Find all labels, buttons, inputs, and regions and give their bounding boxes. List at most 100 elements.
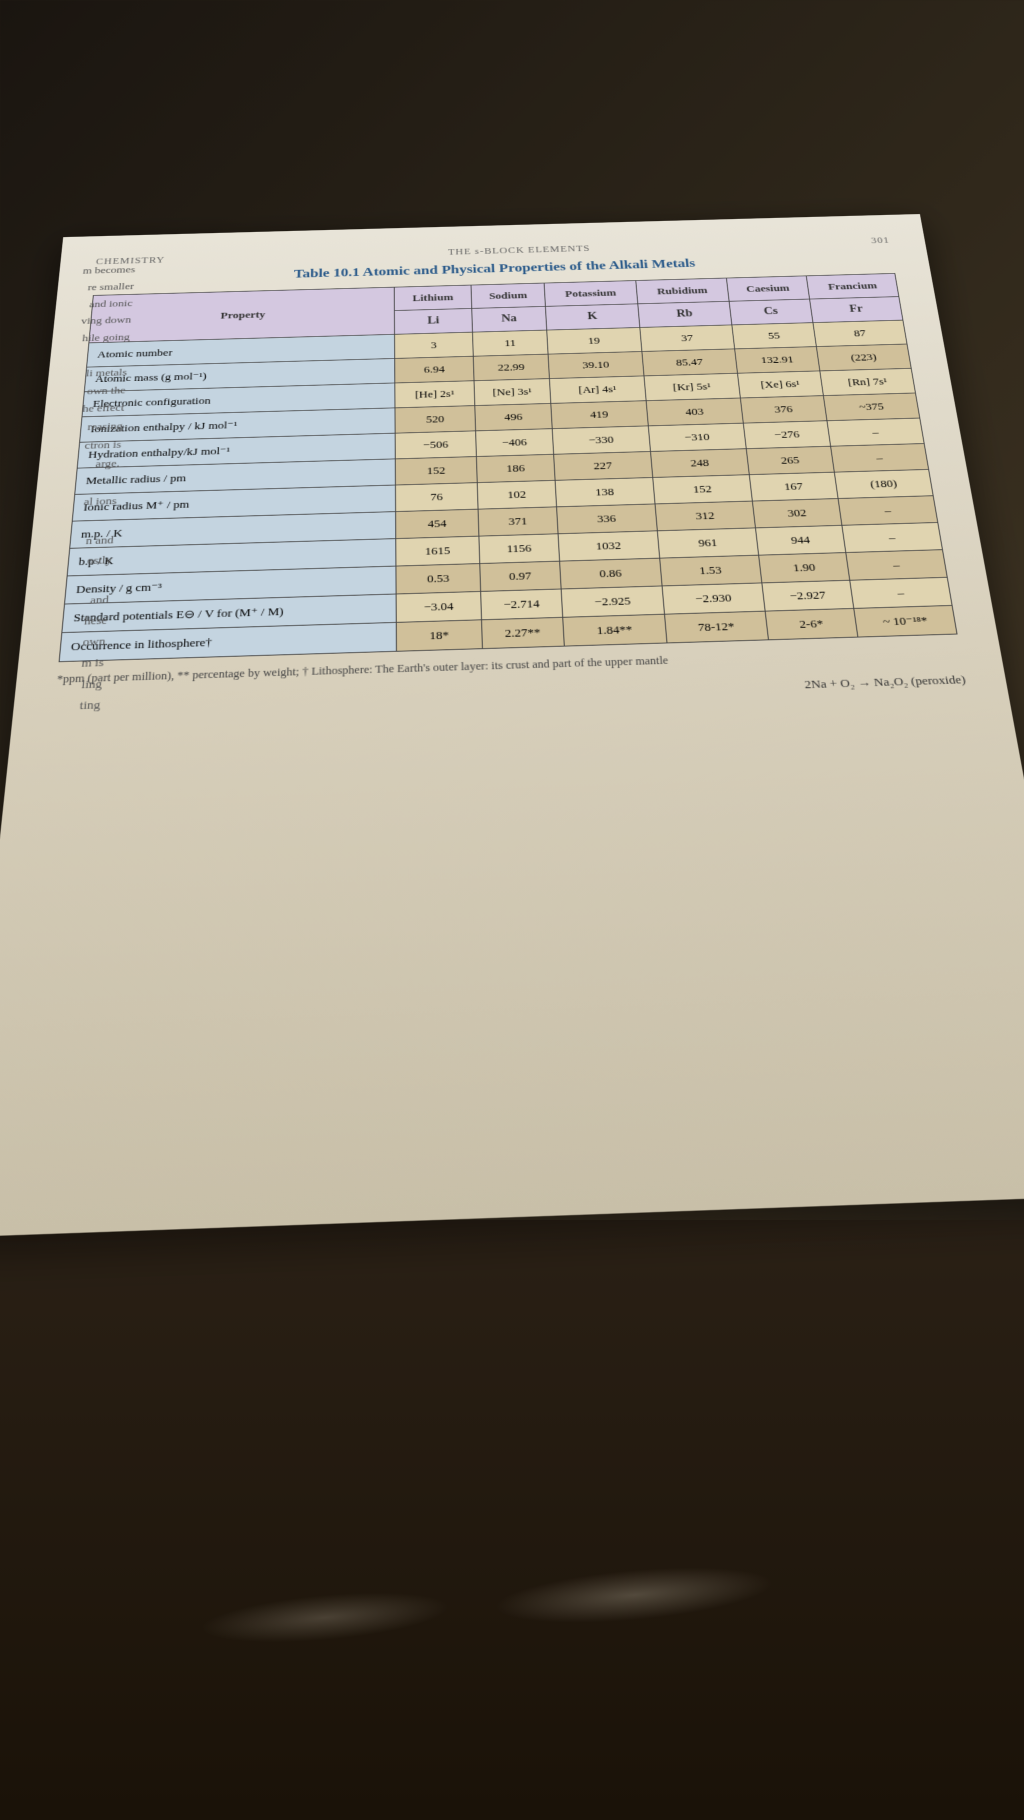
column-symbol: Na (472, 306, 547, 332)
property-value: 1.90 (759, 553, 850, 583)
property-value: 312 (655, 501, 755, 531)
property-value: 2.27** (482, 617, 565, 648)
margin-note-line: hese (7, 612, 108, 633)
property-value: – (842, 522, 942, 552)
property-value: 76 (395, 483, 478, 512)
margin-note-line: re smaller (44, 279, 135, 296)
property-value: [He] 2s¹ (395, 381, 475, 408)
property-value: 78-12* (664, 611, 768, 643)
property-value: 1.53 (660, 555, 762, 586)
margin-note-line: ving down (40, 313, 132, 330)
property-value: 336 (556, 504, 657, 534)
property-value: 0.97 (480, 561, 561, 591)
property-value: 302 (752, 499, 842, 528)
property-value: ~ 10⁻¹⁸* (854, 605, 957, 637)
property-value: −310 (648, 423, 746, 451)
column-symbol: Fr (810, 297, 903, 323)
property-value: −2.927 (762, 580, 854, 611)
margin-note-line (11, 571, 111, 592)
header-center: THE s-BLOCK ELEMENTS (448, 243, 591, 257)
margin-note-line: m is (2, 653, 105, 675)
property-value: 403 (646, 398, 743, 426)
margin-note-line: hile going (38, 330, 131, 348)
property-value: 138 (555, 477, 655, 506)
property-value: 22.99 (473, 354, 549, 381)
margin-note-line: ctron is (26, 437, 122, 456)
property-value: 186 (476, 454, 555, 482)
property-value: 1615 (396, 536, 480, 566)
property-value: – (846, 550, 947, 581)
margin-note-line (18, 512, 116, 532)
property-value: 19 (547, 327, 642, 354)
light-reflection (199, 1584, 452, 1651)
property-value: −2.930 (662, 583, 765, 614)
margin-note-line: and (9, 591, 110, 612)
margin-note-line: reasing (28, 418, 123, 437)
margin-note-line: he effect (30, 400, 125, 418)
property-value: 152 (653, 475, 753, 504)
margin-note-line: ostly (13, 551, 112, 571)
property-value: 102 (477, 480, 556, 509)
property-value: 132.91 (735, 347, 820, 374)
property-value: 87 (813, 320, 907, 346)
property-value: – (850, 577, 952, 608)
property-value: 248 (650, 449, 749, 478)
desk-surface (0, 1220, 1024, 1820)
column-header: Lithium (394, 285, 472, 311)
property-value: 944 (755, 525, 846, 555)
property-value: – (838, 496, 938, 526)
property-value: (223) (816, 344, 911, 371)
property-value: 419 (551, 401, 649, 429)
header-right: 301 (870, 235, 890, 246)
margin-note-line: li metals (34, 365, 128, 383)
column-header: Rubidium (636, 278, 729, 304)
column-header: Potassium (544, 281, 638, 307)
column-header: Caesium (726, 276, 809, 301)
column-symbol: Li (394, 308, 472, 334)
property-value: 6.94 (395, 356, 474, 383)
property-value: [Ne] 3s¹ (474, 379, 551, 406)
light-reflection (492, 1558, 775, 1632)
property-value: 2-6* (765, 608, 858, 639)
property-value: 227 (554, 451, 653, 480)
column-symbol: Rb (638, 301, 732, 327)
property-value: [Rn] 7s¹ (820, 368, 915, 395)
property-value: −276 (743, 421, 831, 449)
property-value: [Kr] 5s¹ (644, 373, 740, 400)
property-value: −330 (552, 426, 650, 454)
property-value: 55 (732, 323, 817, 349)
property-value: – (831, 444, 929, 473)
properties-table: PropertyLithiumSodiumPotassiumRubidiumCa… (59, 273, 958, 662)
property-value: −2.714 (481, 589, 563, 620)
property-value: 37 (640, 325, 735, 352)
property-value: 520 (395, 406, 476, 434)
property-value: 454 (396, 509, 479, 538)
textbook-page: m becomesre smallerand ionicving downhil… (0, 214, 1024, 1237)
margin-note-line (22, 474, 119, 493)
column-symbol: K (545, 304, 639, 330)
property-value: 265 (746, 446, 834, 474)
property-value: 0.53 (396, 564, 481, 594)
margin-note-line: and ionic (42, 296, 133, 313)
property-value: 1032 (558, 531, 660, 561)
property-value: 0.86 (559, 558, 662, 589)
margin-note-line: own (4, 633, 106, 654)
property-value: (180) (834, 469, 933, 498)
property-value: 371 (478, 507, 558, 536)
margin-note-line: arge. (24, 455, 120, 474)
property-value: 39.10 (548, 351, 644, 378)
property-value: 1.84** (563, 614, 667, 646)
property-value: 1156 (479, 534, 560, 564)
property-value: – (827, 418, 924, 446)
column-header: Francium (806, 273, 898, 299)
margin-note-line: own the (32, 382, 126, 400)
property-value: 11 (473, 330, 548, 356)
property-value: 18* (396, 620, 482, 651)
margin-note-line: ling (0, 675, 103, 697)
column-header: Sodium (471, 283, 545, 308)
property-value: [Xe] 6s¹ (737, 371, 823, 398)
table-body: Atomic number31119375587Atomic mass (g m… (59, 320, 957, 662)
margin-note-line: n and (15, 532, 114, 552)
margin-note-line: ting (0, 696, 101, 718)
margin-note-line: m becomes (45, 263, 135, 280)
